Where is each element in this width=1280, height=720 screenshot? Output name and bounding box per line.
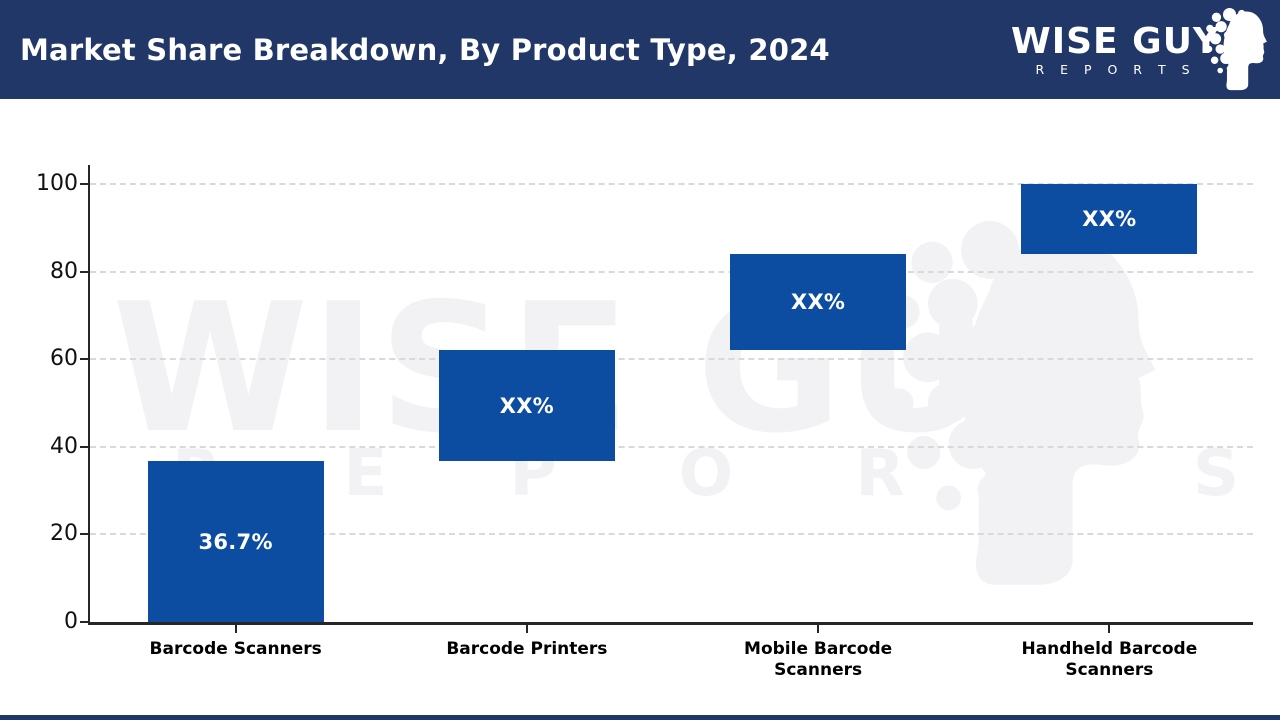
y-tick-label-80: 80: [50, 258, 78, 284]
x-tick-mark: [525, 625, 528, 633]
gridline-100: [90, 182, 1253, 185]
y-tick-mark-40: [80, 445, 88, 448]
gridline-20: [90, 533, 1253, 536]
gridline-80: [90, 270, 1253, 273]
y-tick-label-0: 0: [64, 609, 78, 634]
footer-strip: [0, 715, 1280, 720]
bar-mobile-barcode-scanners: XX%: [730, 254, 907, 351]
x-tick-mark: [817, 625, 820, 633]
brand-tagline: R E P O R T S: [1035, 61, 1196, 77]
bar-barcode-scanners: 36.7%: [147, 461, 324, 622]
bar-value-label: XX%: [1082, 206, 1137, 231]
bar-value-label: XX%: [499, 393, 555, 418]
chart-title: Market Share Breakdown, By Product Type,…: [20, 32, 830, 67]
bar-value-label: 36.7%: [198, 529, 273, 554]
header-bar: Market Share Breakdown, By Product Type,…: [0, 0, 1280, 99]
brand-logo: WISE GUY R E P O R T S: [1011, 6, 1270, 94]
watermark-tagline: R E P O R T S: [172, 437, 1280, 511]
brand-name: WISE GUY: [1010, 21, 1220, 63]
y-tick-label-60: 60: [50, 346, 78, 372]
x-category-label: Barcode Scanners: [149, 639, 322, 659]
bar-barcode-printers: XX%: [438, 350, 615, 462]
bar-handheld-barcode-scanners: XX%: [1021, 183, 1198, 254]
y-tick-label-20: 20: [50, 521, 78, 547]
x-category-label: Mobile Barcode Scanners: [744, 639, 893, 681]
y-tick-label-40: 40: [50, 433, 78, 459]
bar-value-label: XX%: [790, 290, 846, 315]
y-tick-mark-100: [80, 182, 88, 185]
brand-text: WISE GUY R E P O R T S: [1011, 23, 1220, 77]
watermark-face-icon: [884, 221, 1156, 585]
watermark-text: WISE GUY: [112, 265, 1122, 472]
x-category-label: Handheld Barcode Scanners: [1021, 639, 1198, 681]
plot-area: WISE GUY R E P O R T S 0 20 40 60 80 100 36.7%…: [36, 165, 1253, 680]
y-tick-mark-0: [80, 621, 88, 623]
x-category-label: Barcode Printers: [446, 639, 608, 659]
y-tick-mark-60: [80, 358, 88, 361]
x-tick-mark: [1108, 625, 1111, 633]
gridline-40: [90, 445, 1253, 448]
y-tick-mark-80: [80, 270, 88, 273]
x-tick-mark: [234, 625, 237, 633]
wiseguy-face-icon: [1205, 8, 1267, 91]
gridline-60: [90, 358, 1253, 361]
y-tick-mark-20: [80, 533, 88, 536]
y-tick-label-100: 100: [36, 170, 78, 196]
